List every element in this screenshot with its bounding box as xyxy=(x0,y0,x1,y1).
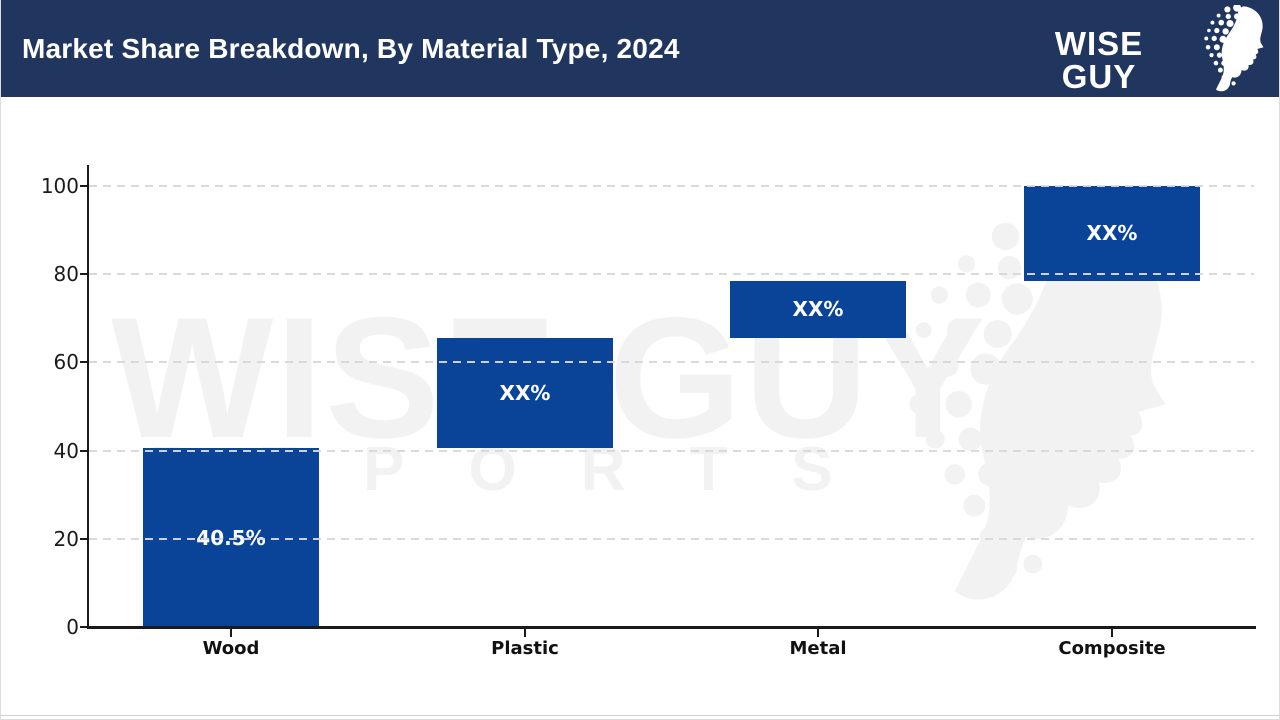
y-tick-label-20: 20 xyxy=(53,526,79,551)
y-tick-label-60: 60 xyxy=(53,350,79,375)
chart-area: WISE GUY REPORTS 40.5% XX% XX% XX% 0 20 40 60 80… xyxy=(1,97,1279,719)
x-label-metal: Metal xyxy=(789,638,847,659)
bar-composite: XX% xyxy=(1024,186,1200,281)
y-tick-label-0: 0 xyxy=(66,615,79,639)
x-axis-spine xyxy=(87,626,1256,629)
bar-plastic: XX% xyxy=(437,338,613,449)
gridline-80 xyxy=(89,273,1254,276)
bar-value-label: 40.5% xyxy=(196,525,266,550)
wise-guy-reports-logo: WISE GUY REPORTS xyxy=(1013,3,1269,108)
y-tick-label-40: 40 xyxy=(53,438,79,463)
x-label-plastic: Plastic xyxy=(491,638,559,659)
x-tick-plastic xyxy=(524,629,526,637)
gridline-100 xyxy=(89,185,1254,187)
y-tick-80 xyxy=(80,273,88,276)
header-bar: Market Share Breakdown, By Material Type… xyxy=(1,0,1279,108)
y-tick-0 xyxy=(80,626,88,628)
y-tick-label-100: 100 xyxy=(40,174,79,198)
plot-region: 40.5% XX% XX% XX% 0 20 40 60 80 100 Wood Plastic Met… xyxy=(1,97,1279,719)
bar-metal: XX% xyxy=(730,280,906,339)
gridline-60 xyxy=(89,361,1254,364)
bar-wood: 40.5% xyxy=(143,448,319,627)
gridline-40 xyxy=(89,449,1254,452)
y-tick-100 xyxy=(80,185,88,187)
logo-wordmark: WISE GUY xyxy=(1054,25,1144,95)
dot-head-logo-icon xyxy=(1204,5,1264,92)
bar-value-label: XX% xyxy=(792,297,844,322)
y-tick-40 xyxy=(80,449,88,452)
bar-value-label: XX% xyxy=(1086,221,1138,246)
x-tick-metal xyxy=(817,629,819,637)
y-tick-label-80: 80 xyxy=(53,262,79,287)
bar-value-label: XX% xyxy=(499,381,551,406)
logo-subtitle: REPORTS xyxy=(1040,95,1164,109)
x-label-composite: Composite xyxy=(1058,638,1166,659)
x-label-wood: Wood xyxy=(202,638,260,659)
x-tick-wood xyxy=(230,629,232,637)
y-axis-spine xyxy=(87,165,89,627)
logo-text: WISE GUY REPORTS xyxy=(1013,27,1185,109)
y-tick-60 xyxy=(80,361,88,364)
x-tick-composite xyxy=(1111,629,1113,637)
bottom-divider xyxy=(1,715,1279,716)
gridline-20 xyxy=(89,537,1254,540)
y-tick-20 xyxy=(80,537,88,540)
page-title: Market Share Breakdown, By Material Type… xyxy=(22,32,680,64)
